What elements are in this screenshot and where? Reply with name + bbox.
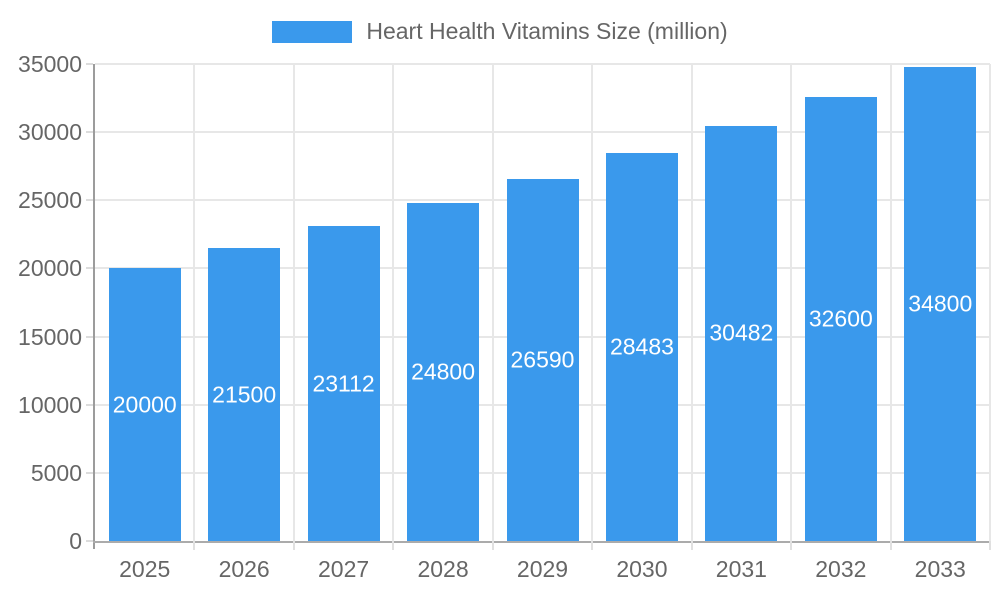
x-axis-tick-label: 2025	[119, 556, 171, 582]
x-axis-tick-label: 2027	[318, 556, 370, 582]
y-axis-tick-label: 0	[69, 528, 82, 554]
bar-value-label: 28483	[609, 333, 674, 360]
x-axis-tick-label: 2028	[417, 556, 469, 582]
x-tick-mark	[591, 541, 594, 550]
v-gridline	[889, 64, 892, 541]
bar-value-label: 32600	[808, 305, 873, 332]
y-axis-tick-label: 10000	[18, 391, 82, 418]
x-axis-tick-label: 2032	[815, 556, 867, 582]
x-axis-tick-label: 2026	[218, 556, 270, 582]
v-gridline	[790, 64, 793, 541]
x-tick-mark	[690, 541, 693, 550]
x-axis-tick-label: 2031	[715, 556, 767, 582]
x-tick-mark	[989, 541, 991, 550]
bar-value-label: 24800	[411, 358, 476, 385]
v-gridline	[989, 64, 991, 541]
bar[interactable]: 23112	[307, 226, 380, 541]
x-tick-mark	[790, 541, 793, 550]
y-axis-line	[93, 64, 95, 549]
x-tick-mark	[491, 541, 494, 550]
x-axis-line	[93, 541, 990, 543]
v-gridline	[292, 64, 295, 541]
x-axis-tick-label: 2033	[914, 556, 966, 582]
y-tick-mark	[86, 403, 93, 406]
bar-value-label: 26590	[510, 346, 575, 373]
bar[interactable]: 21500	[208, 248, 281, 541]
legend-swatch	[272, 20, 353, 43]
x-tick-mark	[889, 541, 892, 550]
legend-label: Heart Health Vitamins Size (million)	[366, 18, 728, 44]
y-tick-mark	[86, 335, 93, 338]
v-gridline	[491, 64, 494, 541]
y-axis-tick-label: 20000	[18, 255, 82, 282]
y-axis-tick-label: 25000	[18, 187, 82, 214]
v-gridline	[392, 64, 395, 541]
y-axis-tick-label: 30000	[18, 119, 82, 146]
bar[interactable]: 24800	[407, 203, 480, 541]
x-axis-tick-label: 2030	[616, 556, 668, 582]
bar[interactable]: 28483	[605, 152, 678, 541]
x-axis-tick-label: 2029	[516, 556, 569, 582]
y-tick-mark	[86, 63, 93, 65]
bar[interactable]: 32600	[804, 96, 877, 541]
x-tick-mark	[292, 541, 295, 550]
bar-value-label: 34800	[908, 290, 973, 317]
legend-item[interactable]: Heart Health Vitamins Size (million)	[0, 18, 1000, 45]
y-tick-mark	[86, 199, 93, 202]
h-gridline	[95, 63, 990, 65]
v-gridline	[591, 64, 594, 541]
x-tick-mark	[392, 541, 395, 550]
bar-value-label: 23112	[312, 370, 375, 397]
y-tick-mark	[86, 471, 93, 474]
bar[interactable]: 20000	[108, 268, 181, 541]
bar[interactable]: 34800	[904, 66, 977, 541]
bar[interactable]: 30482	[705, 125, 778, 541]
v-gridline	[690, 64, 693, 541]
y-tick-mark	[86, 540, 93, 542]
x-tick-mark	[193, 541, 196, 550]
bar[interactable]: 26590	[506, 178, 579, 541]
v-gridline	[193, 64, 196, 541]
y-axis-tick-label: 15000	[18, 323, 82, 350]
bar-value-label: 20000	[112, 391, 177, 418]
plot-area: 20000 21500 23112 24800 26590 28483 30482 32600…	[93, 63, 991, 549]
y-tick-mark	[86, 267, 93, 270]
bar-value-label: 21500	[212, 381, 277, 407]
h-gridline	[95, 131, 990, 134]
bar-value-label: 30482	[709, 319, 774, 346]
y-tick-mark	[86, 131, 93, 134]
y-axis-tick-label: 5000	[30, 459, 82, 486]
y-axis-tick-label: 35000	[18, 51, 82, 77]
